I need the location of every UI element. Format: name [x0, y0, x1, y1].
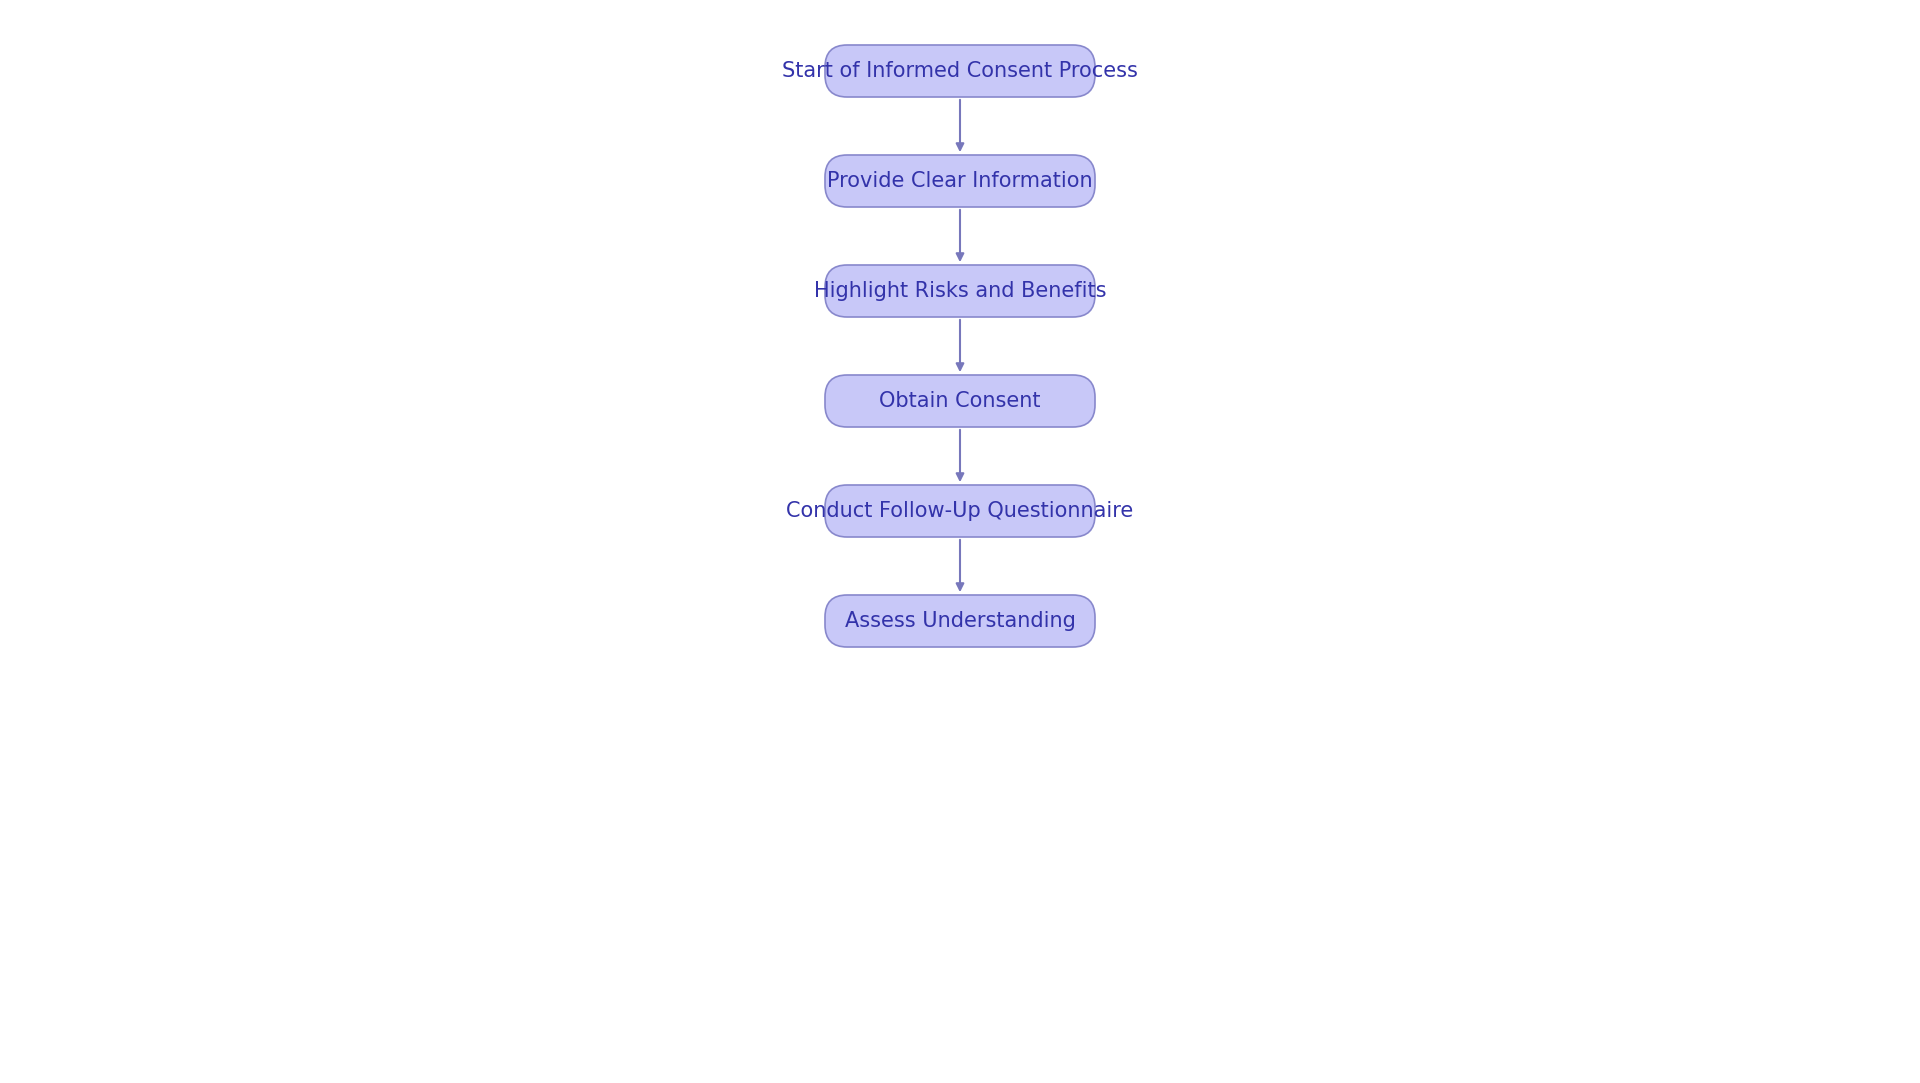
Text: Provide Clear Information: Provide Clear Information: [828, 171, 1092, 191]
Text: Obtain Consent: Obtain Consent: [879, 391, 1041, 412]
FancyBboxPatch shape: [826, 45, 1094, 97]
FancyBboxPatch shape: [826, 485, 1094, 537]
Text: Assess Understanding: Assess Understanding: [845, 611, 1075, 631]
FancyBboxPatch shape: [826, 375, 1094, 427]
Text: Highlight Risks and Benefits: Highlight Risks and Benefits: [814, 280, 1106, 301]
Text: Conduct Follow-Up Questionnaire: Conduct Follow-Up Questionnaire: [787, 501, 1133, 521]
FancyBboxPatch shape: [826, 595, 1094, 647]
FancyBboxPatch shape: [826, 155, 1094, 207]
Text: Start of Informed Consent Process: Start of Informed Consent Process: [781, 61, 1139, 81]
FancyBboxPatch shape: [826, 265, 1094, 317]
